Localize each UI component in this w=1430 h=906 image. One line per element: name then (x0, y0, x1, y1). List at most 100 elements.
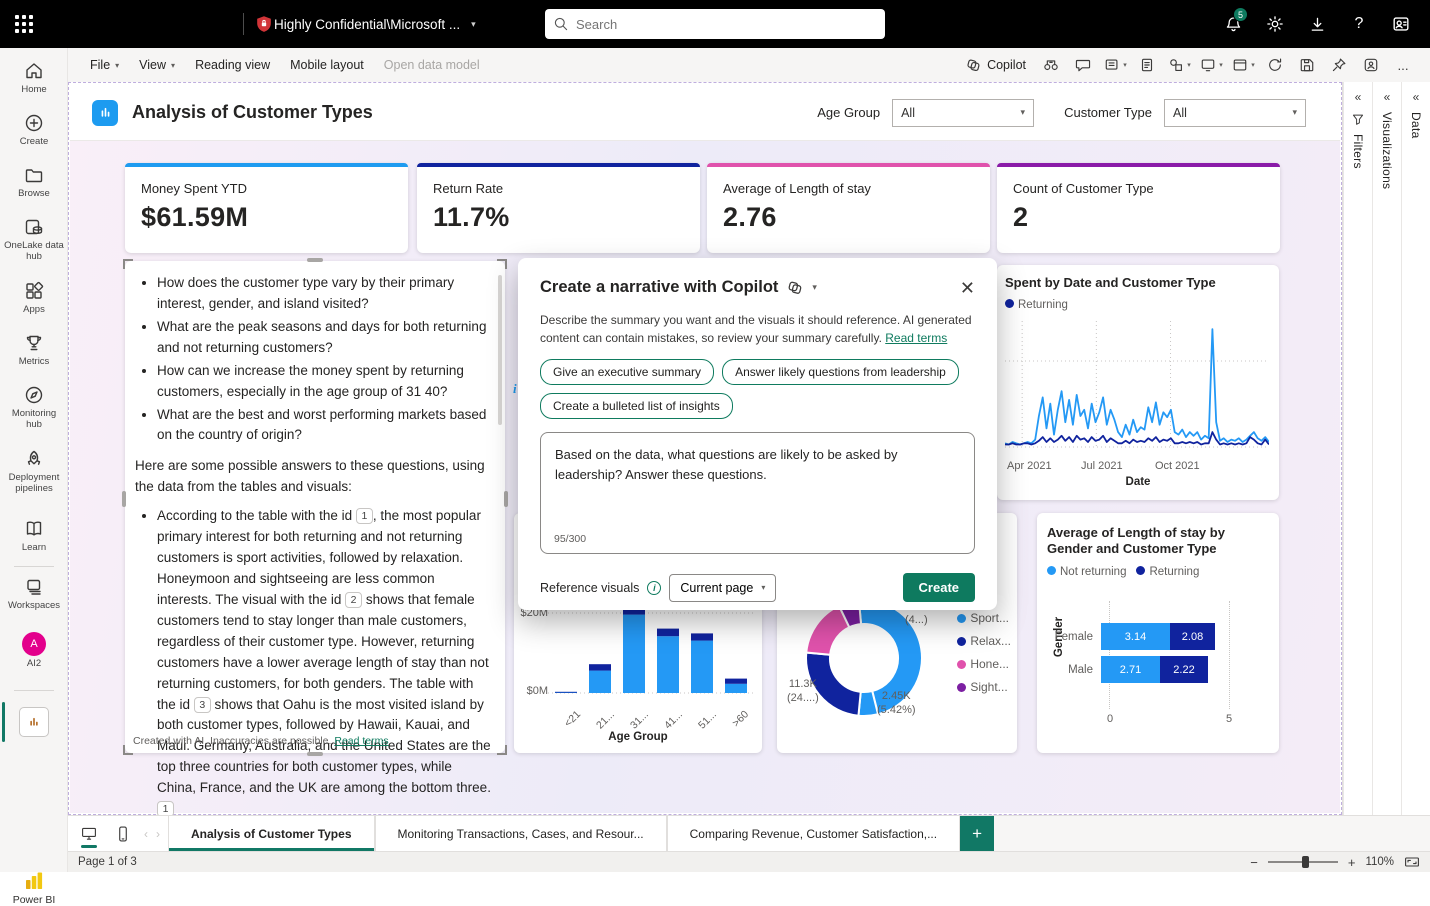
help-button[interactable]: ? (1338, 0, 1380, 48)
nav-onelake-data-hub[interactable]: OneLake data hub (0, 216, 68, 263)
menu-reading-view[interactable]: Reading view (185, 53, 280, 77)
binoculars-icon[interactable] (1036, 51, 1066, 79)
menu-file[interactable]: File ▾ (80, 53, 129, 77)
download-button[interactable] (1296, 0, 1338, 48)
read-terms-link[interactable]: Read terms (334, 734, 389, 747)
bar-segment[interactable]: 2.08 (1170, 623, 1215, 650)
bar-segment[interactable]: 2.22 (1160, 656, 1208, 683)
legend-item[interactable]: Not returning (1047, 565, 1126, 578)
zoom-in-button[interactable]: + (1347, 854, 1356, 870)
reference-chip[interactable]: 3 (193, 696, 211, 713)
expand-data-button[interactable]: « (1412, 90, 1420, 104)
prompt-textarea[interactable]: Based on the data, what questions are li… (540, 432, 975, 554)
share-visual-icon[interactable]: ▾ (1100, 51, 1130, 79)
legend-item[interactable]: Hone... (957, 657, 1011, 671)
filters-pane-label[interactable]: Filters (1351, 134, 1365, 169)
nav-monitoring-hub[interactable]: Monitoring hub (0, 384, 68, 431)
nav-learn[interactable]: Learn (0, 518, 68, 554)
sensitivity-label[interactable]: Highly Confidential\Microsoft ... ▾ (274, 17, 476, 32)
bar-segment[interactable]: 3.14 (1101, 623, 1170, 650)
reference-chip[interactable]: 1 (355, 508, 373, 525)
kpi-count-customer-type[interactable]: Count of Customer Type 2 (997, 163, 1280, 253)
pin-icon[interactable] (1324, 51, 1354, 79)
new-window-icon[interactable]: ▾ (1228, 51, 1258, 79)
comment-icon[interactable] (1068, 51, 1098, 79)
nav-apps[interactable]: Apps (0, 280, 68, 316)
expand-visualizations-button[interactable]: « (1383, 90, 1391, 104)
scrollbar[interactable] (498, 275, 502, 425)
prev-page-chevron[interactable]: ‹ (144, 826, 148, 841)
resize-handle[interactable] (497, 259, 507, 269)
mobile-view-button[interactable] (108, 819, 138, 849)
reference-scope-dropdown[interactable]: Current page ▾ (669, 573, 777, 602)
customer-type-dropdown[interactable]: All ▾ (1164, 98, 1306, 127)
legend-item[interactable]: Returning (1136, 565, 1199, 578)
reference-chip[interactable]: 2 (345, 591, 363, 608)
visualizations-pane-label[interactable]: Visualizations (1380, 112, 1394, 190)
shapes-icon[interactable]: ▾ (1164, 51, 1194, 79)
resize-handle[interactable] (123, 745, 133, 755)
global-search[interactable] (545, 9, 885, 39)
menu-mobile-layout[interactable]: Mobile layout (280, 53, 374, 77)
stacked-bar-visual[interactable]: Average of Length of stay by Gender and … (1037, 513, 1279, 753)
info-icon[interactable]: i (513, 381, 517, 396)
notifications-button[interactable]: 5 (1212, 0, 1254, 48)
legend-item[interactable]: Sport... (957, 611, 1011, 625)
age-group-dropdown[interactable]: All ▾ (892, 98, 1035, 127)
resize-handle[interactable] (122, 491, 126, 507)
resize-handle[interactable] (307, 752, 323, 756)
tab-analysis-of-customer-types[interactable]: Analysis of Customer Types (168, 816, 375, 851)
teams-share-icon[interactable] (1356, 51, 1386, 79)
resize-handle[interactable] (504, 491, 508, 507)
settings-gear-button[interactable] (1254, 0, 1296, 48)
nav-workspaces[interactable]: Workspaces (0, 576, 68, 612)
kpi-avg-length-of-stay[interactable]: Average of Length of stay 2.76 (707, 163, 990, 253)
kpi-return-rate[interactable]: Return Rate 11.7% (417, 163, 700, 253)
resize-handle[interactable] (307, 258, 323, 262)
nav-create[interactable]: Create (0, 112, 68, 148)
resize-handle[interactable] (497, 745, 507, 755)
chevron-down-icon[interactable]: ▾ (812, 282, 817, 292)
tab-comparing-revenue[interactable]: Comparing Revenue, Customer Satisfaction… (666, 816, 961, 851)
account-button[interactable] (1380, 0, 1422, 48)
present-icon[interactable]: ▾ (1196, 51, 1226, 79)
notes-icon[interactable] (1132, 51, 1162, 79)
read-terms-link[interactable]: Read terms (885, 331, 948, 345)
app-launcher-button[interactable] (0, 0, 48, 48)
smart-narrative-visual[interactable]: How does the customer type vary by their… (122, 258, 508, 818)
suggestion-leadership-questions[interactable]: Answer likely questions from leadership (722, 359, 959, 385)
add-page-button[interactable]: + (960, 816, 995, 851)
suggestion-bulleted-insights[interactable]: Create a bulleted list of insights (540, 393, 733, 419)
close-icon[interactable]: ✕ (959, 277, 975, 298)
search-input[interactable] (576, 16, 877, 32)
create-button[interactable]: Create (902, 573, 975, 602)
nav-deployment-pipelines[interactable]: Deployment pipelines (0, 448, 68, 495)
line-chart-visual[interactable]: Spent by Date and Customer Type Returnin… (997, 265, 1279, 500)
legend-item[interactable]: Sight... (957, 680, 1011, 694)
zoom-slider[interactable] (1267, 856, 1338, 868)
nav-home[interactable]: Home (0, 60, 68, 96)
zoom-out-button[interactable]: − (1250, 854, 1258, 870)
menu-view[interactable]: View ▾ (129, 53, 185, 77)
copilot-button[interactable]: Copilot (957, 51, 1034, 79)
more-options-button[interactable]: ... (1388, 51, 1418, 79)
refresh-icon[interactable] (1260, 51, 1290, 79)
nav-metrics[interactable]: Metrics (0, 332, 68, 368)
resize-handle[interactable] (123, 259, 133, 269)
nav-browse[interactable]: Browse (0, 164, 68, 200)
next-page-chevron[interactable]: › (156, 826, 160, 841)
legend-item[interactable]: Returning (1005, 299, 1068, 311)
kpi-money-spent[interactable]: Money Spent YTD $61.59M (125, 163, 408, 253)
desktop-view-button[interactable] (74, 819, 104, 849)
nav-current-report[interactable] (0, 700, 68, 744)
expand-filters-button[interactable]: « (1354, 90, 1362, 104)
suggestion-executive-summary[interactable]: Give an executive summary (540, 359, 715, 385)
save-icon[interactable] (1292, 51, 1322, 79)
info-icon[interactable]: i (647, 580, 662, 595)
fit-to-page-icon[interactable] (1404, 856, 1420, 868)
tab-monitoring-transactions[interactable]: Monitoring Transactions, Cases, and Reso… (374, 816, 667, 851)
nav-workspace-ai2[interactable]: A AI2 (0, 632, 68, 670)
data-pane-label[interactable]: Data (1409, 112, 1423, 139)
bar-segment[interactable]: 2.71 (1101, 656, 1160, 683)
legend-item[interactable]: Relax... (957, 634, 1011, 648)
